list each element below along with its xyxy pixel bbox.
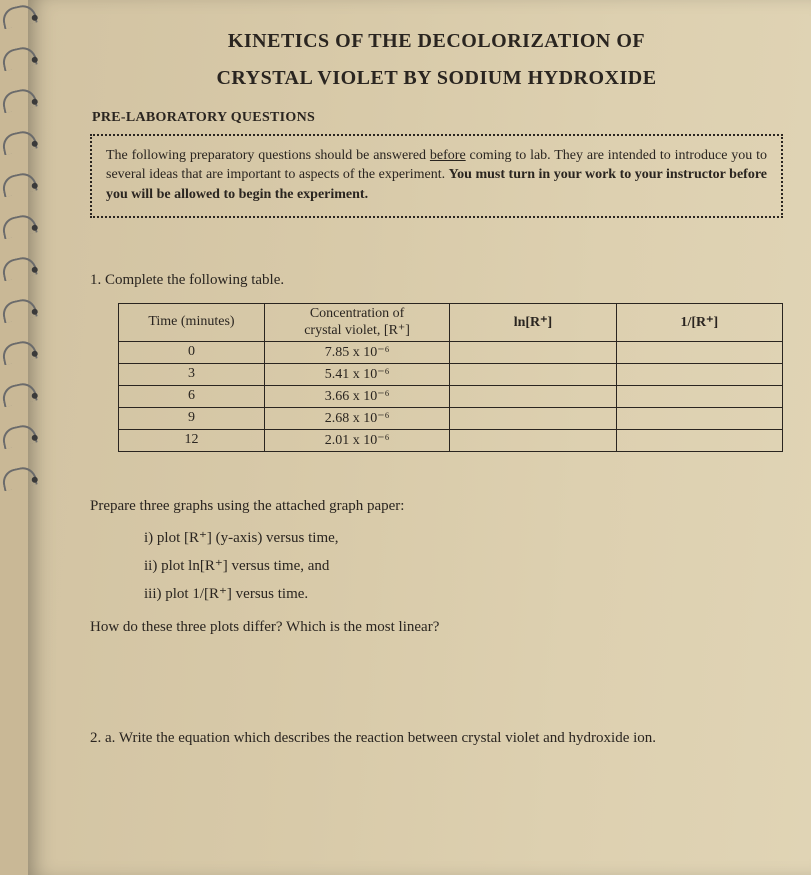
table-row: 12 2.01 x 10⁻⁶: [119, 429, 783, 451]
graph-instructions: Prepare three graphs using the attached …: [90, 494, 783, 640]
conc-header-line2: crystal violet, [R⁺]: [304, 323, 410, 338]
spiral-binding: [0, 0, 36, 875]
cell-conc: 5.41 x 10⁻⁶: [264, 363, 449, 385]
cell-conc: 2.01 x 10⁻⁶: [264, 429, 449, 451]
instructions-before-word: before: [430, 148, 466, 163]
title-line1: KINETICS OF THE DECOLORIZATION OF: [228, 30, 645, 52]
cell-conc: 2.68 x 10⁻⁶: [264, 407, 449, 429]
instructions-box: The following preparatory questions shou…: [90, 134, 783, 218]
cell-inv: [616, 429, 782, 451]
cell-time: 3: [119, 363, 265, 385]
cell-conc: 3.66 x 10⁻⁶: [264, 385, 449, 407]
table-row: 3 5.41 x 10⁻⁶: [119, 363, 783, 385]
cell-time: 0: [119, 341, 265, 363]
cell-inv: [616, 385, 782, 407]
cell-inv: [616, 341, 782, 363]
col-header-conc: Concentration of crystal violet, [R⁺]: [264, 303, 449, 341]
table-row: 9 2.68 x 10⁻⁶: [119, 407, 783, 429]
page: KINETICS OF THE DECOLORIZATION OF CRYSTA…: [28, 0, 811, 875]
cell-time: 12: [119, 429, 265, 451]
graph-question: How do these three plots differ? Which i…: [90, 615, 783, 641]
section-heading: PRE-LABORATORY QUESTIONS: [92, 110, 783, 126]
cell-ln: [450, 341, 616, 363]
instructions-text-pre: The following preparatory questions shou…: [106, 148, 430, 163]
cell-ln: [450, 429, 616, 451]
graph-intro: Prepare three graphs using the attached …: [90, 494, 783, 520]
cell-ln: [450, 385, 616, 407]
cell-conc: 7.85 x 10⁻⁶: [264, 341, 449, 363]
list-item: i) plot [R⁺] (y-axis) versus time,: [144, 525, 783, 553]
cell-ln: [450, 407, 616, 429]
col-header-time: Time (minutes): [119, 303, 265, 341]
cell-ln: [450, 363, 616, 385]
table-row: 6 3.66 x 10⁻⁶: [119, 385, 783, 407]
title-line2: CRYSTAL VIOLET BY SODIUM HYDROXIDE: [216, 67, 656, 89]
table-header-row: Time (minutes) Concentration of crystal …: [119, 303, 783, 341]
col-header-ln: ln[R⁺]: [450, 303, 616, 341]
list-item: iii) plot 1/[R⁺] versus time.: [144, 581, 783, 609]
list-item: ii) plot ln[R⁺] versus time, and: [144, 553, 783, 581]
conc-header-line1: Concentration of: [310, 306, 404, 321]
cell-time: 9: [119, 407, 265, 429]
col-header-inv: 1/[R⁺]: [616, 303, 782, 341]
question-1-label: 1. Complete the following table.: [90, 272, 783, 289]
data-table: Time (minutes) Concentration of crystal …: [118, 303, 783, 452]
graph-list: i) plot [R⁺] (y-axis) versus time, ii) p…: [144, 525, 783, 608]
cell-time: 6: [119, 385, 265, 407]
table-row: 0 7.85 x 10⁻⁶: [119, 341, 783, 363]
cell-inv: [616, 407, 782, 429]
page-title: KINETICS OF THE DECOLORIZATION OF CRYSTA…: [90, 18, 783, 92]
question-2-label: 2. a. Write the equation which describes…: [90, 730, 783, 747]
cell-inv: [616, 363, 782, 385]
